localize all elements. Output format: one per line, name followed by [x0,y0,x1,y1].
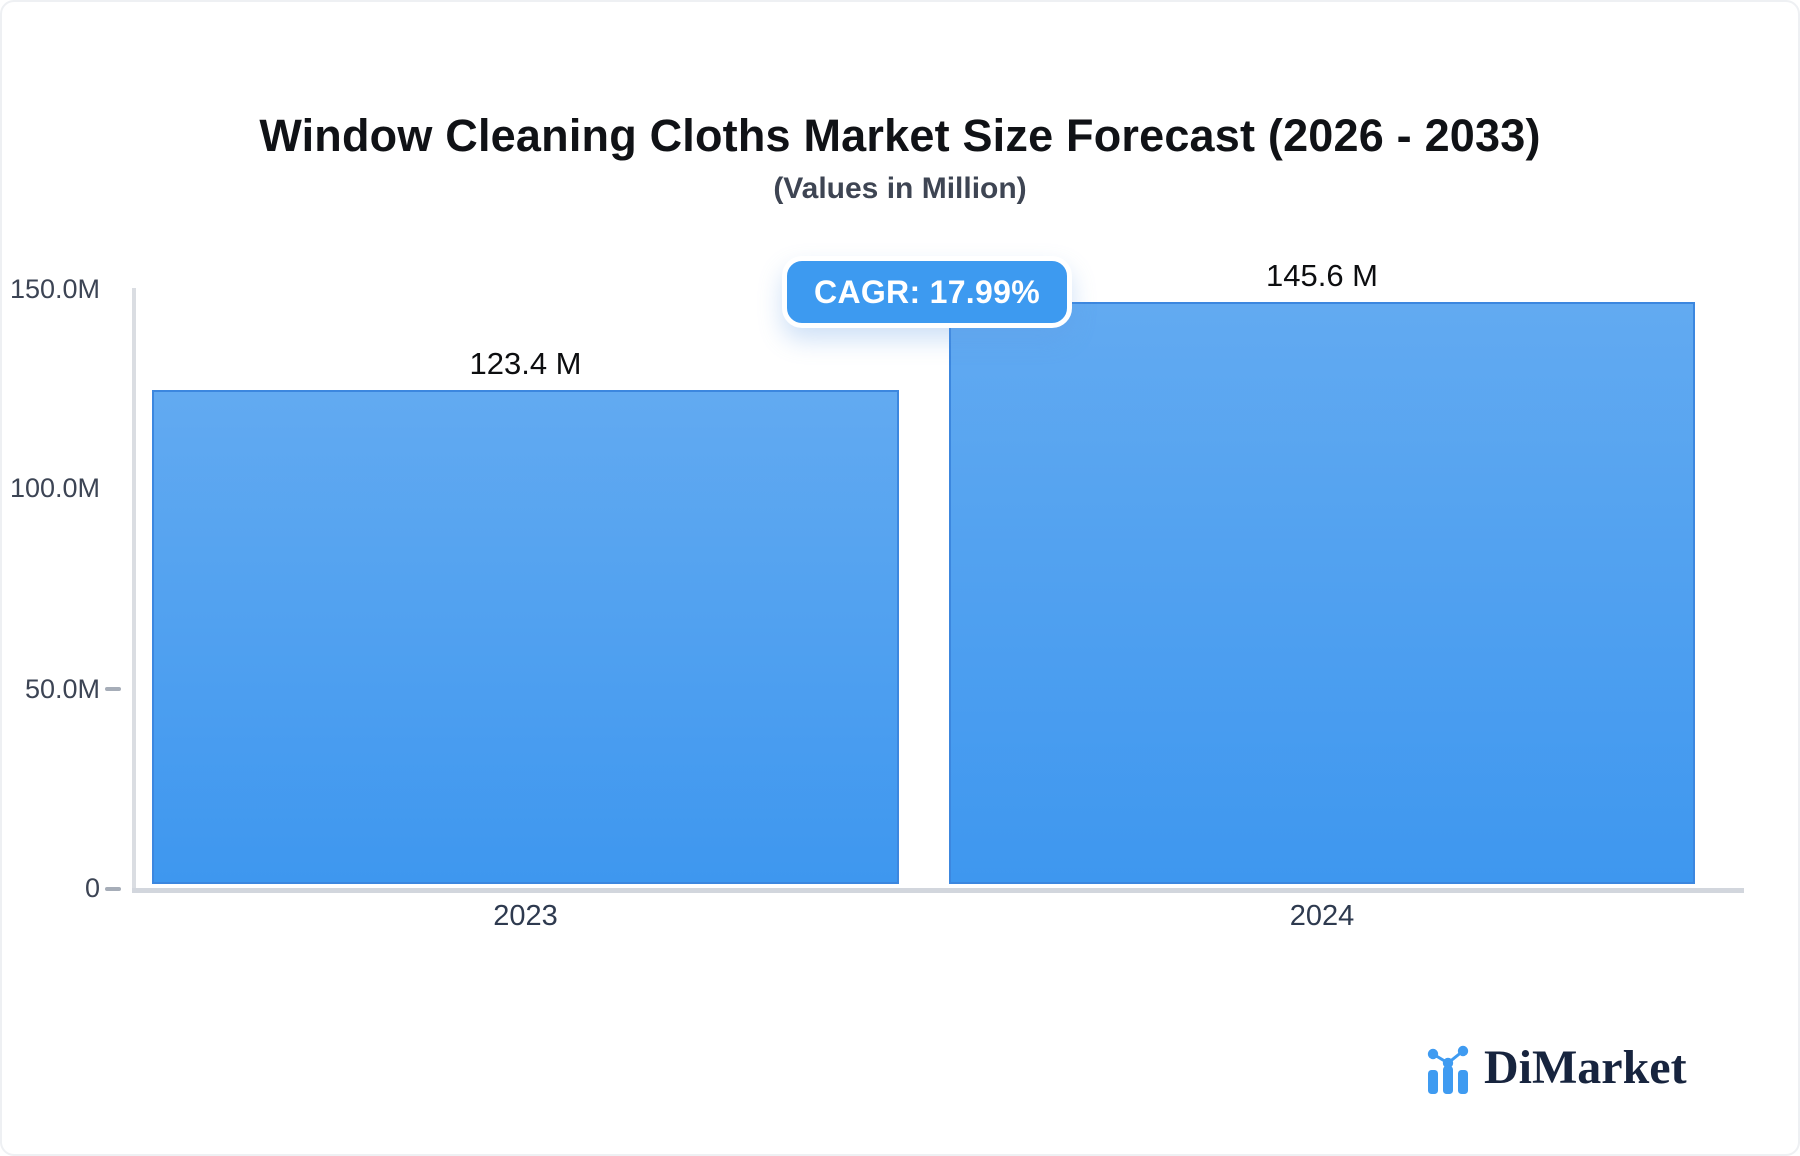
y-axis-line [132,288,136,893]
bar-2023[interactable]: 123.4 M [152,346,899,884]
y-tick-mark-50 [105,687,121,691]
x-tick-label-2024: 2024 [1289,900,1355,932]
bar-value-2024: 145.6 M [1265,258,1378,293]
y-tick-label-0: 0 [84,873,100,903]
chart-title: Window Cleaning Cloths Market Size Forec… [259,110,1541,161]
bar-value-2023: 123.4 M [469,346,582,381]
x-tick-label-2023: 2023 [493,900,558,932]
y-tick-label-100: 100.0M [9,473,100,503]
cagr-badge-label: CAGR: 17.99% [814,273,1040,310]
bar-2024[interactable]: 145.6 M [949,258,1695,884]
y-tick-label-50: 50.0M [24,674,100,704]
brand-name: DiMarket [1484,1041,1687,1094]
dimarket-chart-icon [1427,1045,1469,1094]
y-tick-label-150: 150.0M [9,274,100,304]
y-tick-mark-0 [105,887,121,891]
x-axis-line [132,888,1744,893]
cagr-badge: CAGR: 17.99% [782,256,1072,328]
brand-logo: DiMarket [1420,1040,1687,1096]
chart-subtitle: (Values in Million) [773,172,1027,205]
